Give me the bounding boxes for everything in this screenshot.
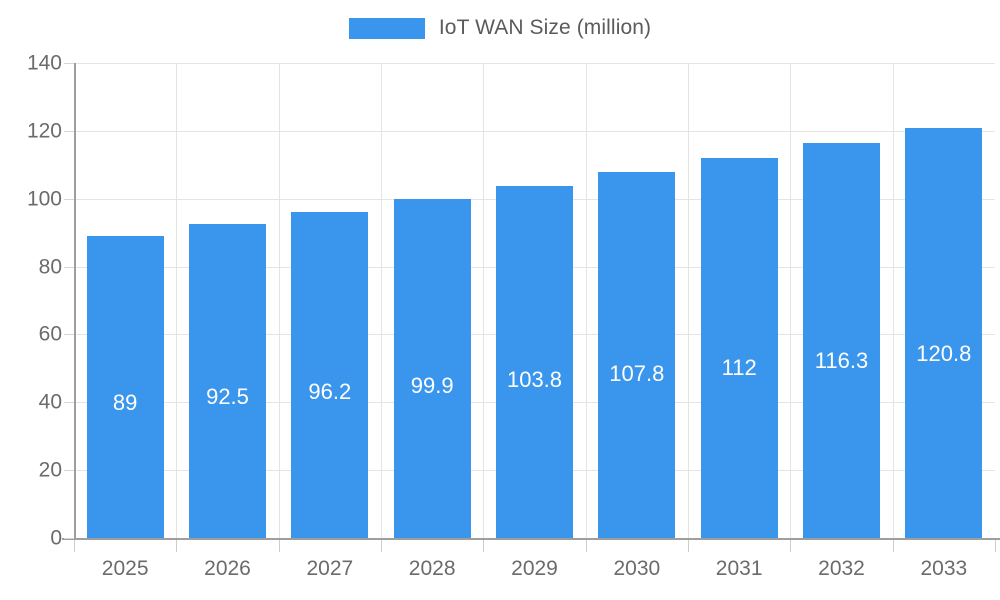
y-gridline [74,63,995,64]
x-tick-mark [586,540,587,552]
plot-area: 89 92.5 96.2 99.9 103.8 107.8 112 116.3 120.8 [74,63,995,539]
y-tick-mark [64,266,74,268]
y-axis-line [74,63,76,539]
x-tick-mark [176,540,177,552]
x-tick-mark [483,540,484,552]
bar-value-label-2027: 96.2 [308,378,352,404]
x-tick-mark [893,540,894,552]
y-axis-tick-label: 140 [26,51,62,75]
bar-value-label-2033: 120.8 [916,341,972,367]
x-tick-mark [279,540,280,552]
bar-2031[interactable] [700,158,778,538]
y-axis-tick-label: 80 [38,255,62,279]
x-tick-mark [688,540,689,552]
y-tick-mark [64,198,74,200]
x-gridline [279,63,280,538]
bar-2029[interactable] [496,185,573,538]
x-axis-tick-label-2029: 2029 [511,557,558,580]
bar-value-label-2032: 116.3 [814,348,869,374]
y-axis-tick-label: 60 [38,322,62,346]
y-gridline [74,130,995,132]
bar-2027[interactable] [291,211,369,538]
y-tick-mark [64,63,74,64]
bar-value-label-2030: 107.8 [609,361,665,387]
x-gridline [586,63,587,538]
x-axis-tick-label-2030: 2030 [613,557,661,580]
y-tick-mark [64,334,74,336]
x-axis-tick-label-2026: 2026 [204,557,251,580]
x-tick-mark [995,540,996,552]
bar-2025[interactable] [86,236,164,538]
y-tick-mark [64,538,74,539]
x-axis-tick-label-2032: 2032 [818,557,865,580]
x-tick-mark [74,540,75,552]
bar-2026[interactable] [189,224,266,538]
legend-swatch-iot-wan-size[interactable] [348,17,425,39]
x-gridline [688,63,689,538]
y-tick-mark [64,402,74,404]
chart-legend: IoT WAN Size (million) [0,10,1000,46]
bar-2028[interactable] [393,199,471,538]
x-axis-tick-label-2033: 2033 [920,557,968,580]
x-gridline [381,63,382,538]
bar-value-label-2026: 92.5 [206,384,249,410]
legend-label-iot-wan-size: IoT WAN Size (million) [438,16,652,39]
x-tick-mark [790,540,791,552]
bar-value-label-2031: 112 [721,354,757,380]
x-gridline [893,63,894,538]
x-gridline [790,63,791,538]
x-tick-mark [381,540,382,552]
x-axis-tick-label-2025: 2025 [101,557,149,580]
bar-2030[interactable] [598,172,676,538]
bar-value-label-2029: 103.8 [506,367,563,393]
y-axis-tick-label: 40 [38,390,62,414]
bar-2033[interactable] [905,128,983,538]
y-axis-tick-label: 120 [26,119,62,143]
x-axis-line [62,538,1000,540]
y-axis-tick-label: 100 [26,187,62,211]
x-axis-tick-label-2027: 2027 [306,557,354,580]
y-tick-mark [64,130,74,132]
x-axis-tick-label-2031: 2031 [715,557,763,580]
x-gridline [176,63,177,538]
bar-value-label-2028: 99.9 [410,373,454,399]
x-axis-tick-label-2028: 2028 [408,557,456,580]
bar-value-label-2025: 89 [112,389,138,415]
y-axis-tick-label: 20 [38,458,62,482]
y-tick-mark [64,470,74,472]
bar-2032[interactable] [803,143,880,538]
y-axis-tick-label: 0 [50,526,62,550]
x-gridline [483,63,484,538]
